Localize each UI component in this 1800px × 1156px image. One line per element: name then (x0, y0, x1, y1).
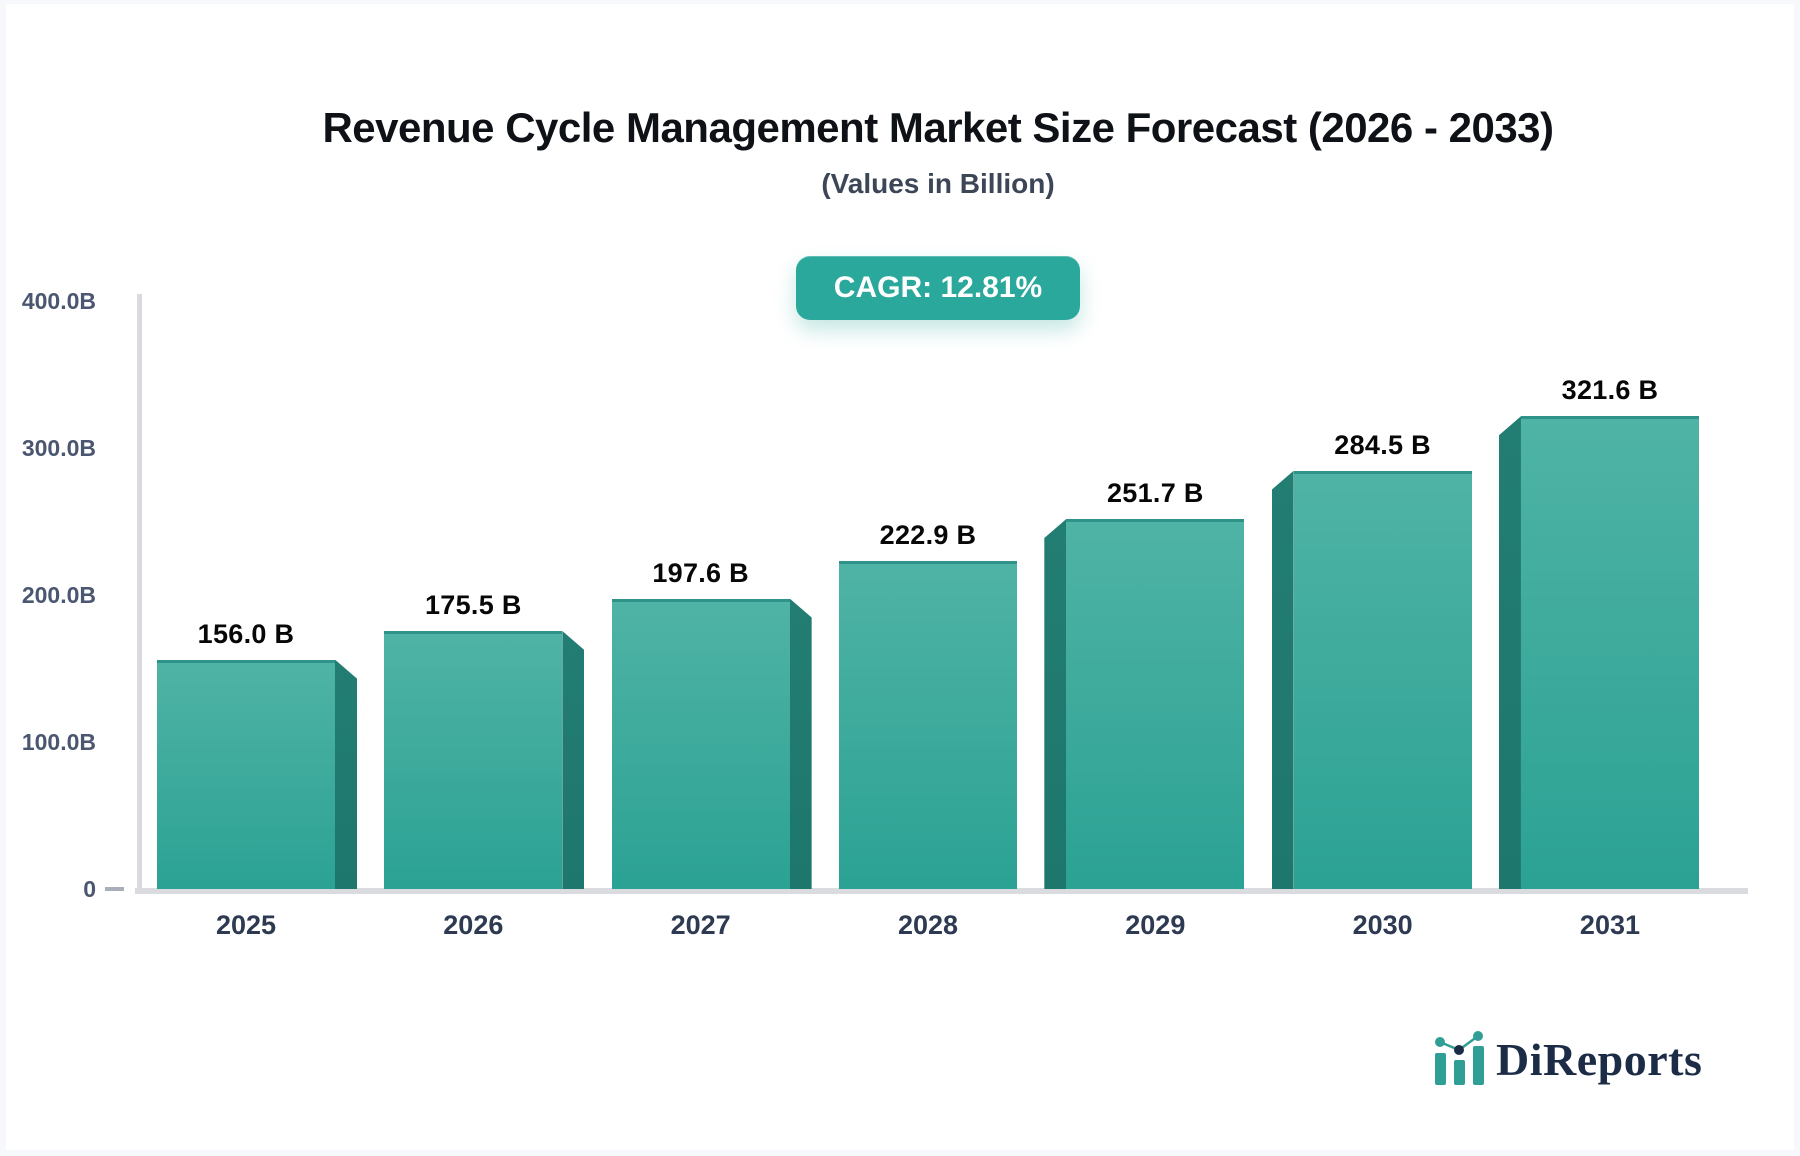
bar-value-label: 156.0 B (197, 618, 295, 649)
y-axis-tick-label: 300.0B (21, 435, 96, 461)
logo-text: DiReports (1496, 1033, 1703, 1085)
cagr-badge: CAGR: 12.81% (795, 256, 1081, 320)
bar-value-label: 251.7 B (1106, 478, 1204, 508)
x-axis-label: 2031 (1579, 910, 1640, 940)
zero-tick-dash (105, 887, 124, 891)
bar-face (1520, 416, 1699, 889)
bar-face (611, 598, 790, 889)
bar-face (838, 561, 1017, 889)
bar-face (1066, 519, 1245, 889)
x-axis-label: 2028 (897, 910, 959, 940)
cagr-badge-wrap: CAGR: 12.81% (70, 256, 1800, 320)
bar-value-label: 284.5 B (1334, 429, 1431, 460)
x-axis-line (135, 888, 1748, 894)
bar-value-label: 321.6 B (1561, 375, 1659, 406)
chart-card: Revenue Cycle Management Market Size For… (6, 4, 1794, 1150)
y-axis-tick-label: 200.0B (21, 582, 96, 608)
mini-bar-chart-icon (1435, 1031, 1484, 1085)
bar-value-label: 197.6 B (652, 557, 749, 588)
bar-value-label: 175.5 B (424, 590, 522, 620)
y-axis-line (137, 294, 142, 894)
bar-side-panel (1044, 519, 1067, 889)
direports-logo: DiReports (1434, 1030, 1702, 1088)
x-axis-label: 2029 (1125, 910, 1186, 940)
bar-face (1293, 470, 1472, 889)
bar-chart-plot-area: 400.0B 300.0B 200.0B 100.0B 0 156.0 B 2025 175.… (6, 4, 1800, 1156)
bar-side-panel (562, 631, 585, 889)
chart-title: Revenue Cycle Management Market Size For… (322, 104, 1554, 151)
bar-side-panel (335, 659, 357, 889)
y-axis-tick-label: 400.0B (21, 288, 96, 314)
x-axis-label: 2030 (1352, 910, 1413, 940)
bar-side-panel (1271, 470, 1294, 889)
bar-side-panel (789, 598, 812, 889)
bar-face (384, 631, 563, 889)
x-axis-label: 2027 (670, 910, 731, 940)
x-axis-label: 2026 (443, 910, 504, 940)
x-axis-label: 2025 (215, 910, 277, 940)
bar-face (157, 659, 335, 889)
y-axis-tick-label: 0 (83, 876, 96, 902)
bar-side-panel (1498, 416, 1521, 889)
y-axis-tick-label: 100.0B (21, 729, 96, 755)
bar-value-label: 222.9 B (879, 520, 977, 551)
chart-subtitle: (Values in Billion) (821, 168, 1055, 199)
